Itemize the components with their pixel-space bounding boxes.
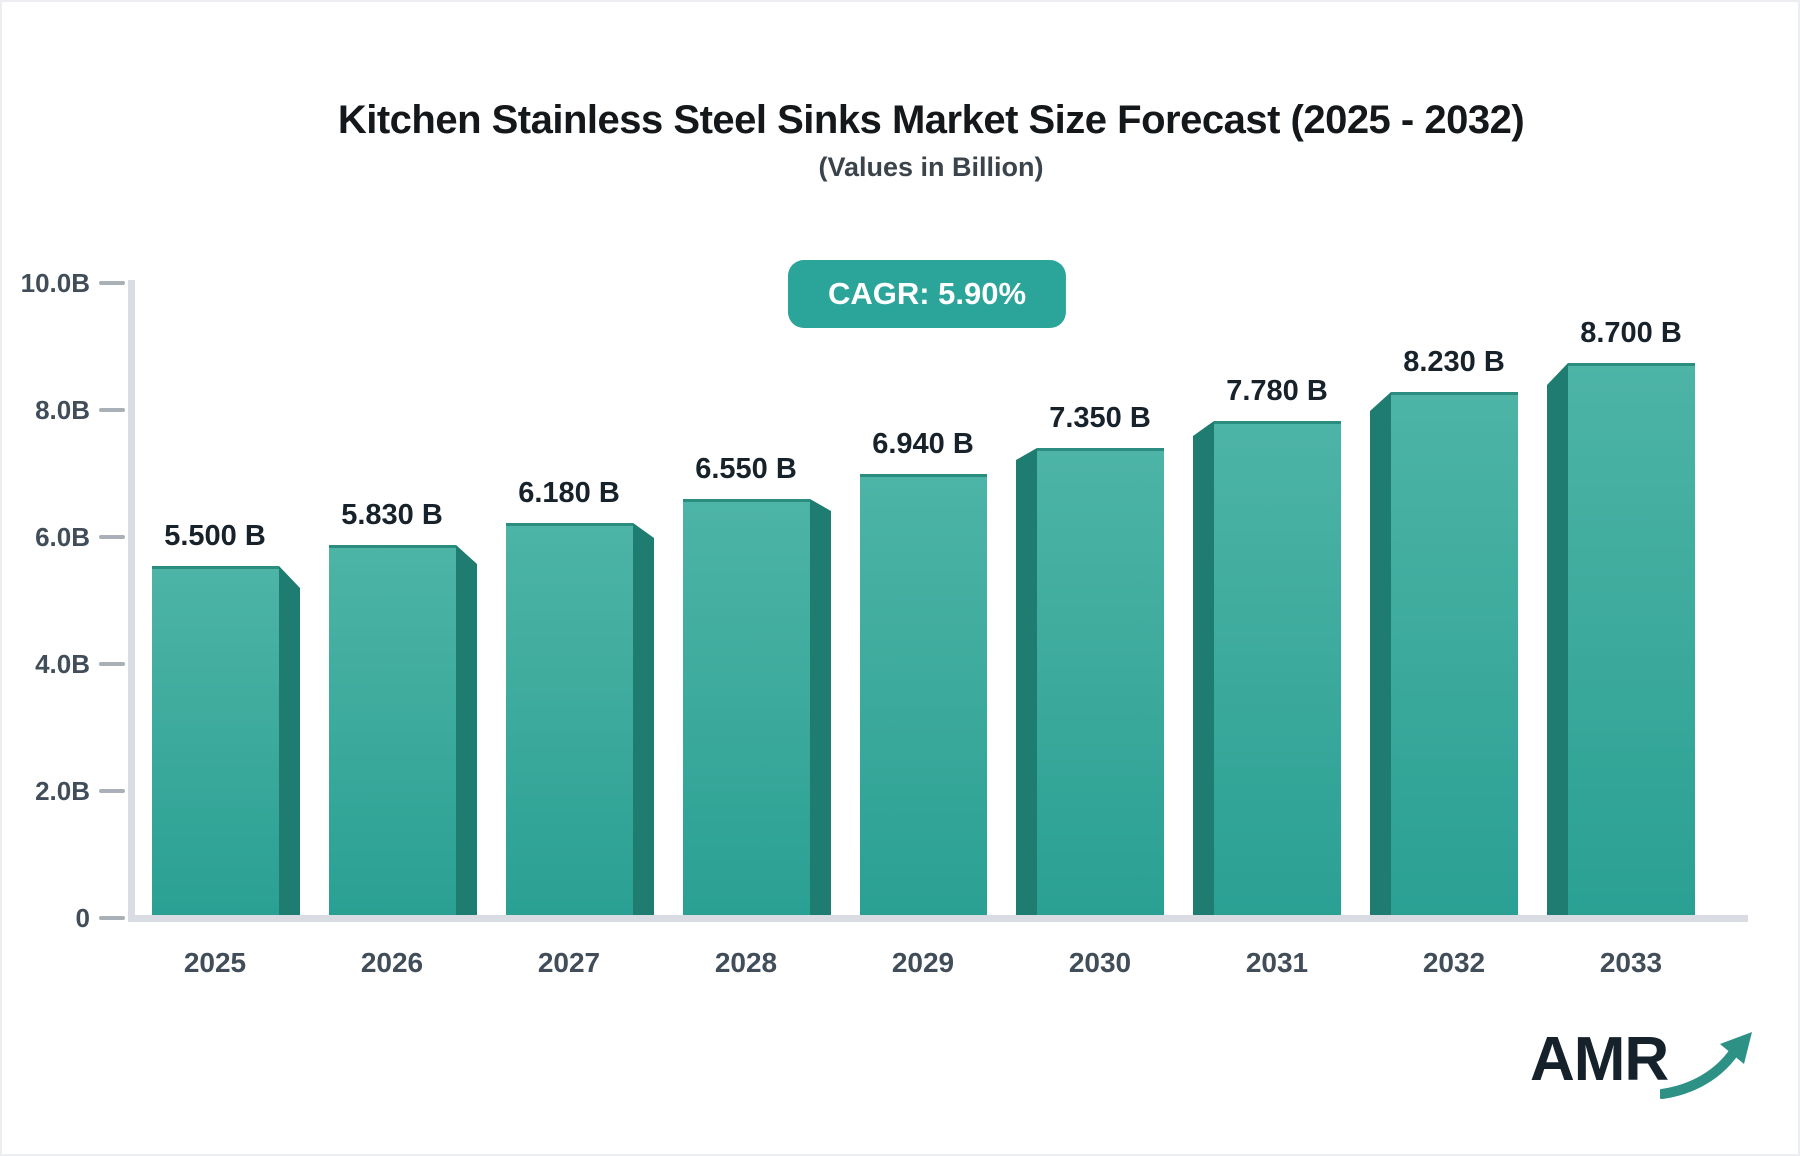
y-axis-tick-label: 8.0B (35, 395, 90, 425)
y-axis-tick-mark (99, 408, 125, 412)
bar-side-face (1016, 448, 1037, 915)
x-axis-label: 2025 (183, 947, 247, 978)
y-axis-tick-mark (99, 535, 125, 539)
x-axis-label: 2029 (891, 947, 955, 978)
y-axis-tick-label: 2.0B (35, 776, 90, 806)
bar-2026 (329, 545, 456, 915)
bar-value-label: 5.500 B (164, 520, 266, 552)
bar-2028 (683, 499, 810, 915)
bar-2031 (1214, 421, 1341, 915)
amr-logo: AMR (1530, 1028, 1764, 1102)
bar-side-face (633, 523, 654, 915)
bar-side-face (1547, 363, 1568, 915)
x-axis-label: 2031 (1245, 947, 1309, 978)
y-axis-tick-label: 0 (75, 903, 90, 933)
y-axis-tick-mark (99, 281, 125, 285)
x-axis-label: 2027 (537, 947, 601, 978)
bar-value-label: 6.550 B (695, 453, 797, 485)
y-axis-tick-mark (99, 662, 125, 666)
amr-logo-text: AMR (1530, 1025, 1669, 1094)
y-axis-tick-label: 10.0B (20, 268, 90, 298)
growth-arrow-icon (1660, 1032, 1753, 1099)
bar-side-face (810, 499, 831, 915)
bar-side-face (456, 545, 477, 915)
chart-subtitle: (Values in Billion) (818, 152, 1044, 182)
x-axis-label: 2026 (360, 947, 424, 978)
x-axis-label: 2030 (1068, 947, 1132, 978)
x-axis-label: 2028 (714, 947, 778, 978)
y-axis-tick-mark (99, 916, 125, 920)
bar-value-label: 7.350 B (1049, 402, 1151, 434)
bar-2027 (506, 523, 633, 915)
bar-side-face (1370, 392, 1391, 915)
y-axis-tick-label: 4.0B (35, 649, 90, 679)
bar-value-label: 8.230 B (1403, 346, 1505, 378)
bar-value-label: 7.780 B (1226, 375, 1328, 407)
bar-value-label: 6.940 B (872, 428, 974, 460)
cagr-badge: CAGR: 5.90% (787, 260, 1067, 328)
bar-side-face (1193, 421, 1214, 915)
bar-2029 (860, 474, 987, 915)
bar-value-label: 5.830 B (341, 499, 443, 531)
y-axis-tick-mark (99, 789, 125, 793)
bar-2033 (1568, 363, 1695, 915)
x-axis-label: 2032 (1422, 947, 1486, 978)
x-axis-label: 2033 (1599, 947, 1663, 978)
bar-side-face (279, 566, 300, 915)
chart-title: Kitchen Stainless Steel Sinks Market Siz… (337, 98, 1525, 142)
y-axis-tick-label: 6.0B (35, 522, 90, 552)
bar-value-label: 6.180 B (518, 477, 620, 509)
x-axis-line (128, 915, 1748, 922)
bar-2025 (152, 566, 279, 915)
bar-2030 (1037, 448, 1164, 915)
y-axis-line (128, 280, 135, 922)
bar-value-label: 8.700 B (1580, 317, 1682, 349)
bar-2032 (1391, 392, 1518, 915)
